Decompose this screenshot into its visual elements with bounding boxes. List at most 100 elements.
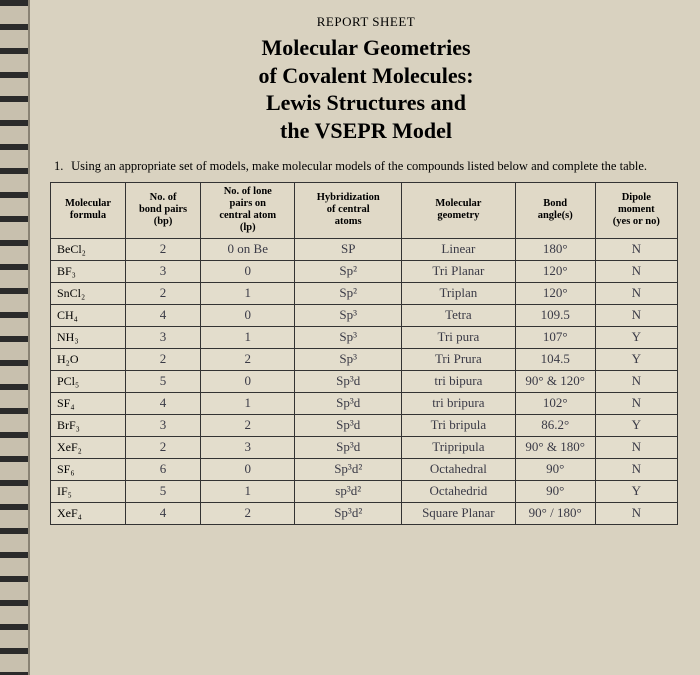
hdr: (bp)	[154, 216, 173, 227]
cell-hyb: Sp³d²	[295, 502, 402, 524]
title-line-3: Lewis Structures and	[266, 90, 466, 115]
cell-lp: 1	[201, 326, 295, 348]
cell-lp: 1	[201, 392, 295, 414]
cell-geom: Octahedral	[401, 458, 515, 480]
hdr: No. of lone	[224, 186, 272, 197]
cell-dip: N	[595, 238, 677, 260]
page-title: Molecular Geometries of Covalent Molecul…	[50, 34, 682, 144]
cell-bp: 3	[126, 414, 201, 436]
table-row: SF₆60Sp³d²Octahedral90°N	[51, 458, 678, 480]
hdr: Molecular	[435, 198, 481, 209]
instruction-number: 1.	[54, 158, 68, 174]
instruction-text: 1. Using an appropriate set of models, m…	[54, 158, 678, 174]
table-row: SF₄41Sp³dtri bripura102°N	[51, 392, 678, 414]
cell-geom: Tetra	[401, 304, 515, 326]
cell-geom: Tri bripula	[401, 414, 515, 436]
table-row: BF₃30Sp²Tri Planar120°N	[51, 260, 678, 282]
hdr: central atom	[219, 210, 276, 221]
cell-ang: 120°	[515, 260, 595, 282]
cell-dip: N	[595, 260, 677, 282]
cell-bp: 5	[126, 370, 201, 392]
cell-ang: 102°	[515, 392, 595, 414]
cell-ang: 90° & 120°	[515, 370, 595, 392]
cell-formula: H₂O	[51, 348, 126, 370]
cell-formula: PCl₅	[51, 370, 126, 392]
table-row: PCl₅50Sp³dtri bipura90° & 120°N	[51, 370, 678, 392]
hdr: pairs on	[230, 198, 266, 209]
instruction-body: Using an appropriate set of models, make…	[71, 159, 647, 173]
table-row: CH₄40Sp³Tetra109.5N	[51, 304, 678, 326]
cell-dip: Y	[595, 480, 677, 502]
col-dipole: Dipole moment (yes or no)	[595, 183, 677, 238]
cell-dip: N	[595, 370, 677, 392]
table-row: IF₅51sp³d²Octahedrid90°Y	[51, 480, 678, 502]
cell-formula: BrF₃	[51, 414, 126, 436]
hdr: of central	[327, 204, 370, 215]
cell-geom: Tri pura	[401, 326, 515, 348]
hdr: Molecular	[65, 198, 111, 209]
cell-dip: N	[595, 392, 677, 414]
cell-dip: N	[595, 502, 677, 524]
col-bond-pairs: No. of bond pairs (bp)	[126, 183, 201, 238]
hdr: Hybridization	[317, 192, 380, 203]
table-row: SnCl₂21Sp²Triplan120°N	[51, 282, 678, 304]
cell-bp: 3	[126, 326, 201, 348]
cell-formula: NH₃	[51, 326, 126, 348]
table-body: BeCl₂20 on BeSPLinear180°NBF₃30Sp²Tri Pl…	[51, 238, 678, 524]
cell-formula: IF₅	[51, 480, 126, 502]
cell-ang: 104.5	[515, 348, 595, 370]
report-sheet-label: REPORT SHEET	[50, 14, 682, 30]
cell-hyb: Sp³d	[295, 370, 402, 392]
cell-formula: SnCl₂	[51, 282, 126, 304]
cell-formula: SF₆	[51, 458, 126, 480]
table-row: NH₃31Sp³Tri pura107°Y	[51, 326, 678, 348]
cell-bp: 5	[126, 480, 201, 502]
cell-ang: 90° / 180°	[515, 502, 595, 524]
cell-formula: BF₃	[51, 260, 126, 282]
col-lone-pairs: No. of lone pairs on central atom (lp)	[201, 183, 295, 238]
cell-bp: 4	[126, 392, 201, 414]
cell-ang: 90°	[515, 480, 595, 502]
col-bond-angle: Bond angle(s)	[515, 183, 595, 238]
cell-dip: N	[595, 436, 677, 458]
cell-bp: 2	[126, 436, 201, 458]
cell-lp: 2	[201, 414, 295, 436]
cell-geom: tri bripura	[401, 392, 515, 414]
cell-dip: N	[595, 304, 677, 326]
cell-lp: 1	[201, 480, 295, 502]
cell-hyb: Sp³d²	[295, 458, 402, 480]
cell-formula: XeF₄	[51, 502, 126, 524]
cell-hyb: Sp²	[295, 282, 402, 304]
cell-formula: SF₄	[51, 392, 126, 414]
cell-lp: 1	[201, 282, 295, 304]
table-row: BrF₃32Sp³dTri bripula86.2°Y	[51, 414, 678, 436]
col-hybridization: Hybridization of central atoms	[295, 183, 402, 238]
cell-ang: 120°	[515, 282, 595, 304]
cell-dip: Y	[595, 326, 677, 348]
cell-hyb: sp³d²	[295, 480, 402, 502]
hdr: No. of	[150, 192, 177, 203]
spiral-binding	[0, 0, 30, 675]
title-line-4: the VSEPR Model	[280, 118, 452, 143]
table-row: BeCl₂20 on BeSPLinear180°N	[51, 238, 678, 260]
cell-hyb: Sp³d	[295, 414, 402, 436]
cell-hyb: SP	[295, 238, 402, 260]
cell-ang: 90° & 180°	[515, 436, 595, 458]
cell-geom: Triplan	[401, 282, 515, 304]
hdr: Bond	[543, 198, 567, 209]
geometry-table: Molecular formula No. of bond pairs (bp)…	[50, 182, 678, 524]
page-content: REPORT SHEET Molecular Geometries of Cov…	[40, 0, 700, 525]
table-row: XeF₂23Sp³dTripripula90° & 180°N	[51, 436, 678, 458]
hdr: angle(s)	[538, 210, 573, 221]
cell-lp: 0	[201, 458, 295, 480]
cell-ang: 180°	[515, 238, 595, 260]
col-geometry: Molecular geometry	[401, 183, 515, 238]
cell-lp: 0	[201, 304, 295, 326]
cell-formula: BeCl₂	[51, 238, 126, 260]
cell-geom: Tri Prura	[401, 348, 515, 370]
cell-bp: 2	[126, 348, 201, 370]
cell-geom: tri bipura	[401, 370, 515, 392]
hdr: atoms	[335, 216, 362, 227]
title-line-2: of Covalent Molecules:	[258, 63, 473, 88]
cell-lp: 0 on Be	[201, 238, 295, 260]
